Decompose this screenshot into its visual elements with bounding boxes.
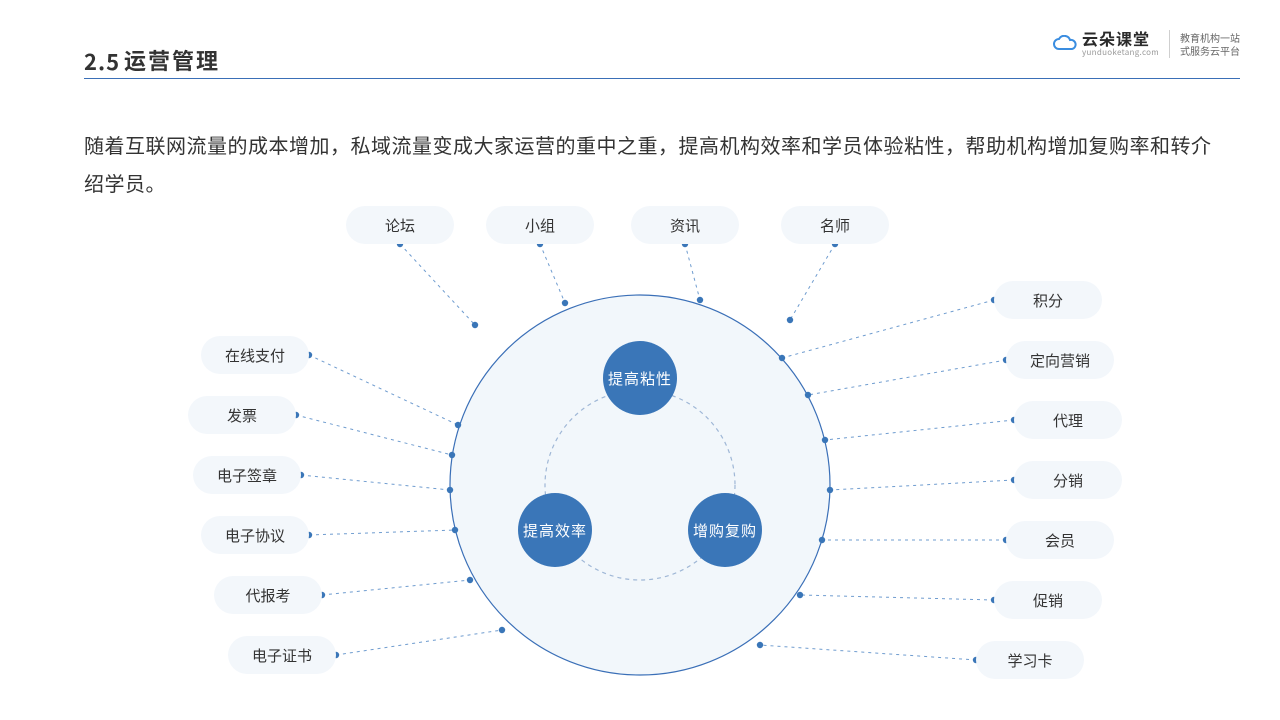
brand-name: 云朵课堂 [1082,30,1159,46]
brand-logo: 云朵课堂 yunduoketang.com 教育机构一站 式服务云平台 [1052,30,1240,58]
pill-targeted: 定向营销 [1006,341,1114,379]
pill-invoice: 发票 [188,396,296,434]
pill-member: 会员 [1006,521,1114,559]
pill-promo: 促销 [994,581,1102,619]
cloud-icon [1052,35,1078,53]
hub-stickiness: 提高粘性 [603,341,677,415]
pill-agent: 代理 [1014,401,1122,439]
brand-tagline: 教育机构一站 式服务云平台 [1180,31,1240,58]
brand-subtext: yunduoketang.com [1082,47,1159,58]
brand-tagline-l1: 教育机构一站 [1180,31,1240,45]
pill-proxyexam: 代报考 [214,576,322,614]
pill-distrib: 分销 [1014,461,1122,499]
pill-master: 名师 [781,206,889,244]
pill-ecert: 电子证书 [228,636,336,674]
intro-paragraph: 随着互联网流量的成本增加，私域流量变成大家运营的重中之重，提高机构效率和学员体验… [84,126,1220,202]
hub-efficiency: 提高效率 [518,493,592,567]
diagram-svg [0,0,1280,720]
pill-news: 资讯 [631,206,739,244]
hub-repurchase: 增购复购 [688,493,762,567]
pill-group: 小组 [486,206,594,244]
diagram-stage: 论坛小组资讯 名师在线支付发票电子签章电子协议代报考电子证书 积分定向营销代理分销会… [0,0,1280,720]
pill-pay: 在线支付 [201,336,309,374]
header-rule [84,78,1240,79]
pill-points: 积分 [994,281,1102,319]
pill-eagree: 电子协议 [201,516,309,554]
brand-tagline-l2: 式服务云平台 [1180,44,1240,58]
logo-divider [1169,30,1170,58]
section-title: 运营管理 [124,44,220,76]
section-number: 2.5 [84,45,120,77]
pill-esign: 电子签章 [193,456,301,494]
pill-forum: 论坛 [346,206,454,244]
pill-studycard: 学习卡 [976,641,1084,679]
